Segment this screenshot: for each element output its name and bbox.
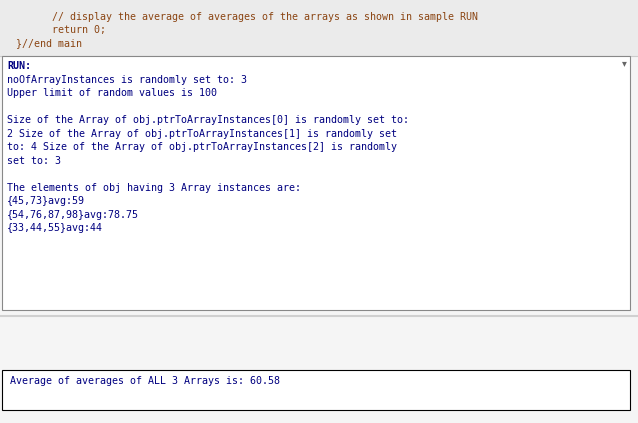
Text: {33,44,55}avg:44: {33,44,55}avg:44: [7, 223, 103, 233]
Text: to: 4 Size of the Array of obj.ptrToArrayInstances[2] is randomly: to: 4 Size of the Array of obj.ptrToArra…: [7, 142, 397, 152]
Bar: [0, 0, 638, 56]
Bar: [2, 370, 630, 410]
Bar: [2, 56, 630, 310]
Text: RUN:: RUN:: [7, 61, 31, 71]
Text: noOfArrayInstances is randomly set to: 3: noOfArrayInstances is randomly set to: 3: [7, 74, 247, 85]
Text: 2 Size of the Array of obj.ptrToArrayInstances[1] is randomly set: 2 Size of the Array of obj.ptrToArrayIns…: [7, 129, 397, 138]
Text: {54,76,87,98}avg:78.75: {54,76,87,98}avg:78.75: [7, 209, 139, 220]
Text: Size of the Array of obj.ptrToArrayInstances[0] is randomly set to:: Size of the Array of obj.ptrToArrayInsta…: [7, 115, 409, 125]
Text: ▾: ▾: [622, 58, 627, 68]
Text: return 0;: return 0;: [4, 25, 106, 35]
Bar: [0, 310, 638, 370]
Text: {45,73}avg:59: {45,73}avg:59: [7, 196, 85, 206]
Text: set to: 3: set to: 3: [7, 156, 61, 165]
Text: Average of averages of ALL 3 Arrays is: 60.58: Average of averages of ALL 3 Arrays is: …: [10, 376, 280, 386]
Text: }//end main: }//end main: [4, 38, 82, 48]
Text: Upper limit of random values is 100: Upper limit of random values is 100: [7, 88, 217, 98]
Text: The elements of obj having 3 Array instances are:: The elements of obj having 3 Array insta…: [7, 182, 301, 192]
Text: // display the average of averages of the arrays as shown in sample RUN: // display the average of averages of th…: [4, 12, 478, 22]
